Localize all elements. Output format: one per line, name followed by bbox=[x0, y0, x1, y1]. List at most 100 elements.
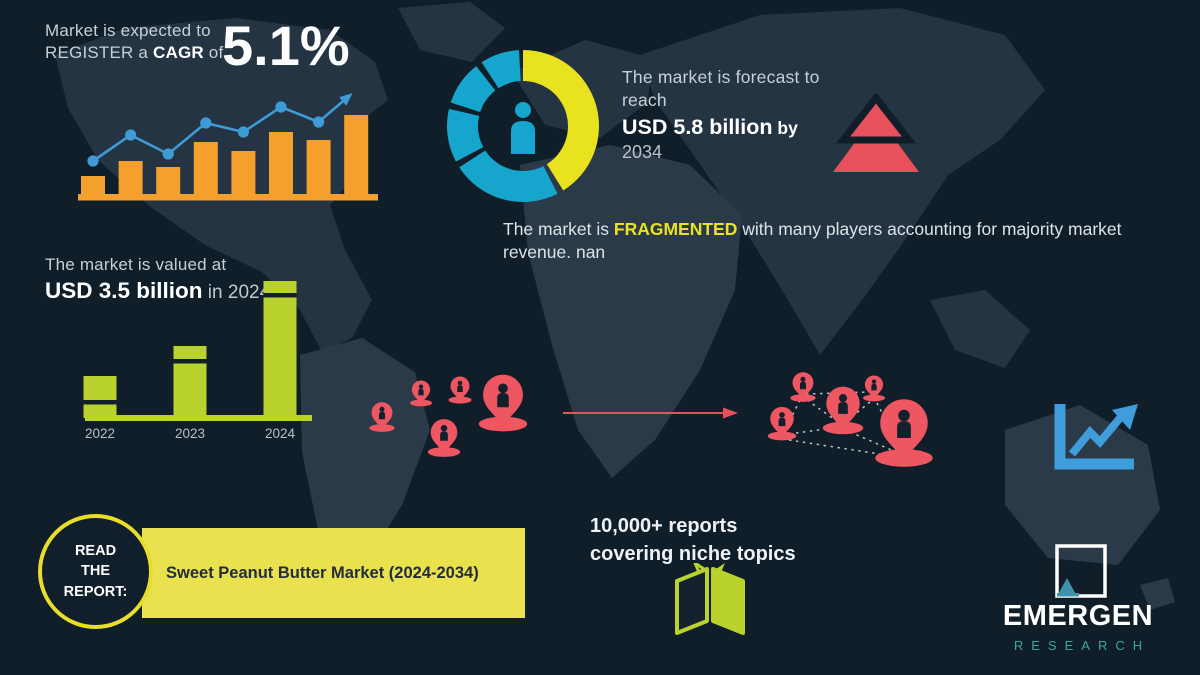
location-pin-icon bbox=[448, 376, 472, 404]
donut-segment bbox=[459, 150, 558, 202]
pin-person bbox=[778, 417, 786, 427]
bar bbox=[173, 346, 207, 418]
forecast-line1: The market is forecast to bbox=[622, 67, 820, 87]
forecast-caption: The market is forecast to reach USD 5.8 … bbox=[622, 66, 857, 163]
pin-person bbox=[418, 384, 424, 389]
double-up-arrow-icon bbox=[833, 94, 919, 172]
brand-name: EMERGEN bbox=[1002, 600, 1154, 632]
pin-person bbox=[838, 394, 848, 403]
axis-baseline bbox=[78, 194, 378, 201]
pin-person bbox=[871, 379, 877, 384]
read-report-badge[interactable]: READ THE REPORT: bbox=[38, 514, 153, 629]
brand-subtitle: RESEARCH bbox=[1013, 638, 1151, 653]
bar bbox=[83, 376, 117, 418]
tick-label: 2022 bbox=[85, 426, 115, 441]
cagr-caption-bold: CAGR bbox=[153, 43, 204, 63]
pin-person bbox=[498, 383, 508, 394]
bar bbox=[118, 161, 143, 194]
trend-dot bbox=[237, 126, 249, 138]
bar bbox=[81, 176, 105, 194]
tick-label: 2024 bbox=[265, 426, 296, 441]
location-pin-icon bbox=[427, 419, 461, 457]
forecast-value: USD 5.8 billion by bbox=[622, 114, 798, 139]
location-pin-icon bbox=[767, 406, 797, 441]
valuation-bar-chart: 2022 2023 2024 bbox=[83, 281, 312, 441]
trend-dot bbox=[162, 148, 174, 160]
line-chart-axis-arrow-icon bbox=[1054, 404, 1138, 470]
cagr-caption-line2-post: of bbox=[203, 43, 224, 63]
bar bbox=[193, 142, 218, 194]
report-title: Sweet Peanut Butter Market (2024-2034) bbox=[166, 563, 479, 582]
cagr-caption-line1: Market is expected to bbox=[45, 21, 211, 40]
cagr-caption-line2-pre: REGISTER a bbox=[45, 43, 154, 63]
bar bbox=[344, 115, 369, 194]
pin-person bbox=[440, 424, 448, 432]
pin-person bbox=[838, 402, 848, 414]
location-pin-icon bbox=[369, 402, 395, 432]
donut-segment bbox=[523, 50, 599, 191]
growth-bar-chart bbox=[78, 93, 378, 201]
pin-person bbox=[457, 385, 463, 392]
trend-arrow-icon bbox=[339, 93, 353, 106]
location-pin-icon bbox=[409, 380, 433, 407]
person-icon bbox=[515, 102, 531, 118]
valuation-line1: The market is valued at bbox=[45, 255, 227, 274]
bar bbox=[231, 151, 256, 194]
bar-stripe bbox=[263, 293, 297, 298]
trend-dot bbox=[275, 101, 287, 113]
open-book-icon bbox=[675, 563, 745, 635]
square-growth-logo-icon bbox=[1055, 544, 1107, 598]
pin-person bbox=[378, 411, 386, 420]
location-pin-icon bbox=[822, 386, 864, 435]
report-title-banner[interactable]: Sweet Peanut Butter Market (2024-2034) bbox=[142, 528, 525, 618]
cluster-arrow-head bbox=[723, 407, 738, 419]
bar bbox=[269, 132, 293, 194]
read-report-badge-label: READ THE REPORT: bbox=[63, 543, 128, 600]
location-pin-icon bbox=[875, 399, 933, 467]
pin-person bbox=[800, 376, 806, 382]
network-dashed-line bbox=[788, 439, 894, 457]
pin-person bbox=[379, 406, 385, 412]
bar bbox=[156, 167, 181, 194]
trend-dot bbox=[125, 129, 137, 141]
tick-label: 2023 bbox=[175, 426, 205, 441]
donut-segment bbox=[450, 66, 496, 113]
pin-person bbox=[897, 421, 911, 438]
forecast-line2: reach bbox=[622, 89, 667, 110]
pin-person bbox=[418, 388, 424, 396]
pin-person bbox=[898, 409, 910, 422]
bar bbox=[306, 140, 331, 194]
trend-dot bbox=[200, 117, 212, 129]
forecast-year: 2034 bbox=[622, 141, 663, 162]
person-icon bbox=[511, 121, 535, 154]
trend-dot bbox=[87, 155, 99, 167]
network-dashed-line bbox=[847, 401, 871, 421]
fragmented-highlight: FRAGMENTED bbox=[613, 219, 738, 239]
donut-segment bbox=[481, 50, 521, 89]
pin-person bbox=[871, 383, 877, 391]
fragmented-text: The market is FRAGMENTED with many playe… bbox=[503, 219, 1122, 262]
pin-person bbox=[440, 431, 448, 441]
valuation-value: USD 3.5 billion in 2024 bbox=[45, 278, 271, 304]
bar-stripe bbox=[83, 400, 117, 405]
pin-person bbox=[497, 393, 509, 408]
bar-stripe bbox=[173, 359, 207, 364]
bar bbox=[263, 281, 297, 418]
location-pin-icon bbox=[862, 375, 886, 402]
network-dashed-line bbox=[849, 431, 897, 453]
location-pin-icon bbox=[790, 372, 816, 402]
cagr-value: 5.1% bbox=[222, 14, 350, 77]
valuation-caption: The market is valued at USD 3.5 billion … bbox=[45, 254, 270, 304]
location-pin-icon bbox=[478, 374, 528, 432]
trend-dot bbox=[313, 116, 325, 128]
cagr-caption: Market is expected to REGISTER a CAGR of bbox=[45, 20, 223, 64]
reports-blurb: 10,000+ reports covering niche topics bbox=[590, 515, 796, 565]
donut-segment bbox=[447, 108, 484, 162]
pin-person bbox=[799, 381, 807, 390]
pin-person bbox=[457, 380, 463, 386]
pin-person bbox=[779, 412, 785, 418]
market-share-donut-chart bbox=[447, 50, 599, 202]
